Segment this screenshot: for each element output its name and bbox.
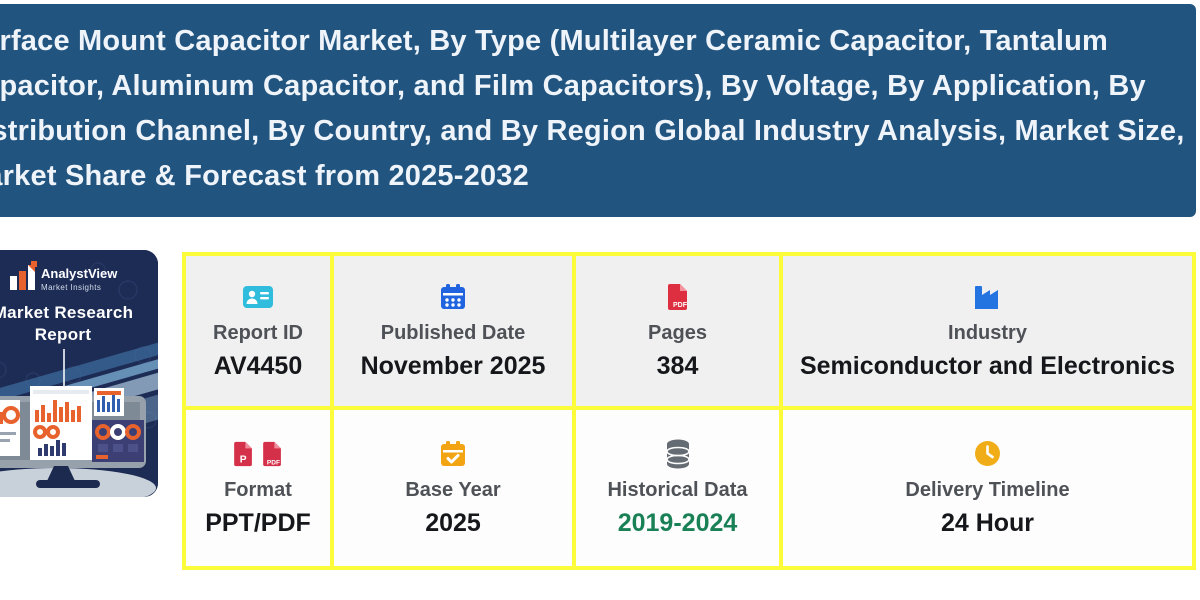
historical-data-value: 2019-2024 <box>617 508 738 537</box>
historical-data-label: Historical Data <box>607 478 748 501</box>
report-cover-art <box>0 250 158 497</box>
page-title-line: Surface Mount Capacitor Market, By Type … <box>0 25 1109 57</box>
base-year-label: Base Year <box>405 478 501 501</box>
published-date-value: November 2025 <box>360 351 546 380</box>
industry-cell: Industry Semiconductor and Electronics <box>783 256 1192 406</box>
pages-value: 384 <box>656 351 699 380</box>
id-card-icon <box>242 282 274 312</box>
report-cover-image: AnalystView Market Insights Market Resea… <box>0 250 158 497</box>
ppt-pdf-file-icons: P PDF <box>232 439 284 469</box>
pdf-file-icon: PDF <box>666 282 690 312</box>
cover-title-line: Report <box>34 325 92 344</box>
brand-name: AnalystView Market Insights <box>41 267 117 295</box>
format-label: Format <box>224 478 292 501</box>
page-title: Surface Mount Capacitor Market, By Type … <box>0 19 1184 199</box>
industry-value: Semiconductor and Electronics <box>799 351 1176 380</box>
svg-text:P: P <box>240 454 247 465</box>
report-id-label: Report ID <box>213 321 303 344</box>
svg-text:PDF: PDF <box>673 302 688 309</box>
delivery-timeline-cell: Delivery Timeline 24 Hour <box>783 410 1192 566</box>
database-icon <box>665 439 691 469</box>
pdf-file-icon: PDF <box>263 441 281 466</box>
brand-subtitle: Market Insights <box>41 283 102 292</box>
clock-icon <box>974 439 1001 469</box>
base-year-value: 2025 <box>425 508 481 537</box>
report-title-banner: Surface Mount Capacitor Market, By Type … <box>0 4 1196 217</box>
report-id-cell: Report ID AV4450 <box>186 256 330 406</box>
page-title-line: Distribution Channel, By Country, and By… <box>0 115 1185 147</box>
cover-title-line: Market Research <box>0 303 134 322</box>
pages-cell: PDF Pages 384 <box>576 256 779 406</box>
page-title-line: Market Share & Forecast from 2025-2032 <box>0 160 529 192</box>
published-date-cell: Published Date November 2025 <box>334 256 572 406</box>
cover-pointer-line <box>63 349 65 387</box>
calendar-icon <box>439 282 467 312</box>
base-year-cell: Base Year 2025 <box>334 410 572 566</box>
calendar-check-icon <box>439 439 467 469</box>
ppt-file-icon: P <box>234 441 252 466</box>
brand-logo-icon <box>10 261 37 290</box>
svg-text:PDF: PDF <box>267 459 280 466</box>
page-title-line: Capacitor, Aluminum Capacitor, and Film … <box>0 70 1146 102</box>
format-value: PPT/PDF <box>205 508 311 537</box>
report-info-grid: Report ID AV4450 Published Date November… <box>182 252 1196 570</box>
factory-icon <box>973 282 1003 312</box>
pages-label: Pages <box>648 321 707 344</box>
delivery-timeline-value: 24 Hour <box>940 508 1035 537</box>
format-cell: P PDF Format PPT/PDF <box>186 410 330 566</box>
report-id-value: AV4450 <box>213 351 303 380</box>
industry-label: Industry <box>948 321 1027 344</box>
delivery-timeline-label: Delivery Timeline <box>905 478 1070 501</box>
historical-data-cell: Historical Data 2019-2024 <box>576 410 779 566</box>
published-date-label: Published Date <box>380 321 526 344</box>
brand-name-text: AnalystView <box>41 266 118 281</box>
cover-title: Market Research Report <box>0 302 148 346</box>
